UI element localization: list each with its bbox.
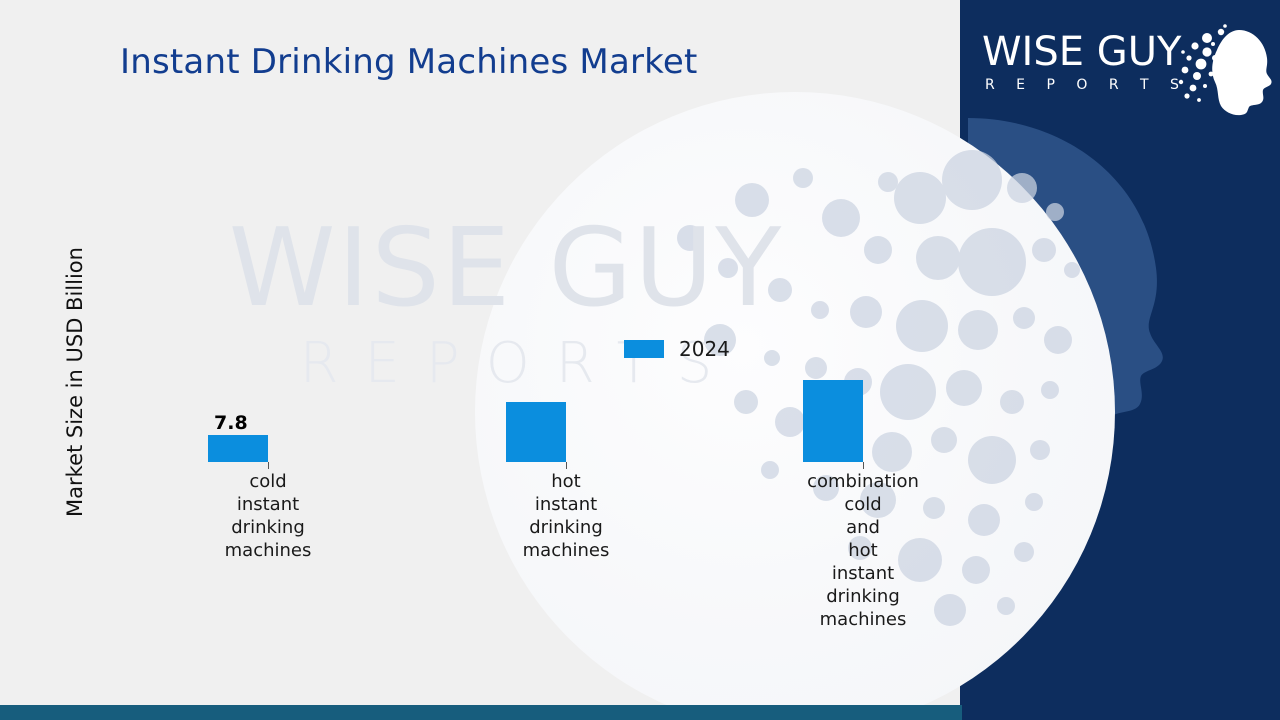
bar-chart: Market Size in USD Billion 7.8 cold inst… (63, 247, 919, 630)
brand-logo[interactable]: WISE GUY R E P O R T S (982, 24, 1272, 116)
bottom-accent-strip (0, 705, 962, 720)
x-axis-category-0: cold instant drinking machines (224, 471, 312, 561)
x-axis-category-2: combination cold and hot instant drinkin… (807, 471, 919, 630)
page-title: Instant Drinking Machines Market (120, 42, 698, 82)
chart-legend: 2024 (624, 337, 730, 361)
y-axis-label: Market Size in USD Billion (63, 247, 87, 517)
x-axis-category-1: hot instant drinking machines (522, 471, 610, 561)
bar-hot-instant-drinking-machines[interactable] (506, 402, 566, 462)
logo-main-text: WISE GUY (982, 29, 1182, 75)
x-tick-0 (268, 462, 269, 469)
head-profile-dots-icon (1178, 24, 1272, 116)
logo-text: WISE GUY R E P O R T S (982, 30, 1197, 96)
bubble-pattern-decoration (677, 150, 1080, 626)
x-tick-1 (566, 462, 567, 469)
bar-combination-cold-and-hot-instant-drinking-machines[interactable] (803, 380, 863, 462)
x-tick-2 (863, 462, 864, 469)
legend-label-2024: 2024 (679, 337, 730, 361)
bar-cold-instant-drinking-machines[interactable] (208, 435, 268, 462)
logo-sub-text: R E P O R T S (985, 77, 1188, 93)
bar-value-label-0: 7.8 (214, 412, 248, 434)
legend-swatch-2024 (624, 340, 664, 358)
